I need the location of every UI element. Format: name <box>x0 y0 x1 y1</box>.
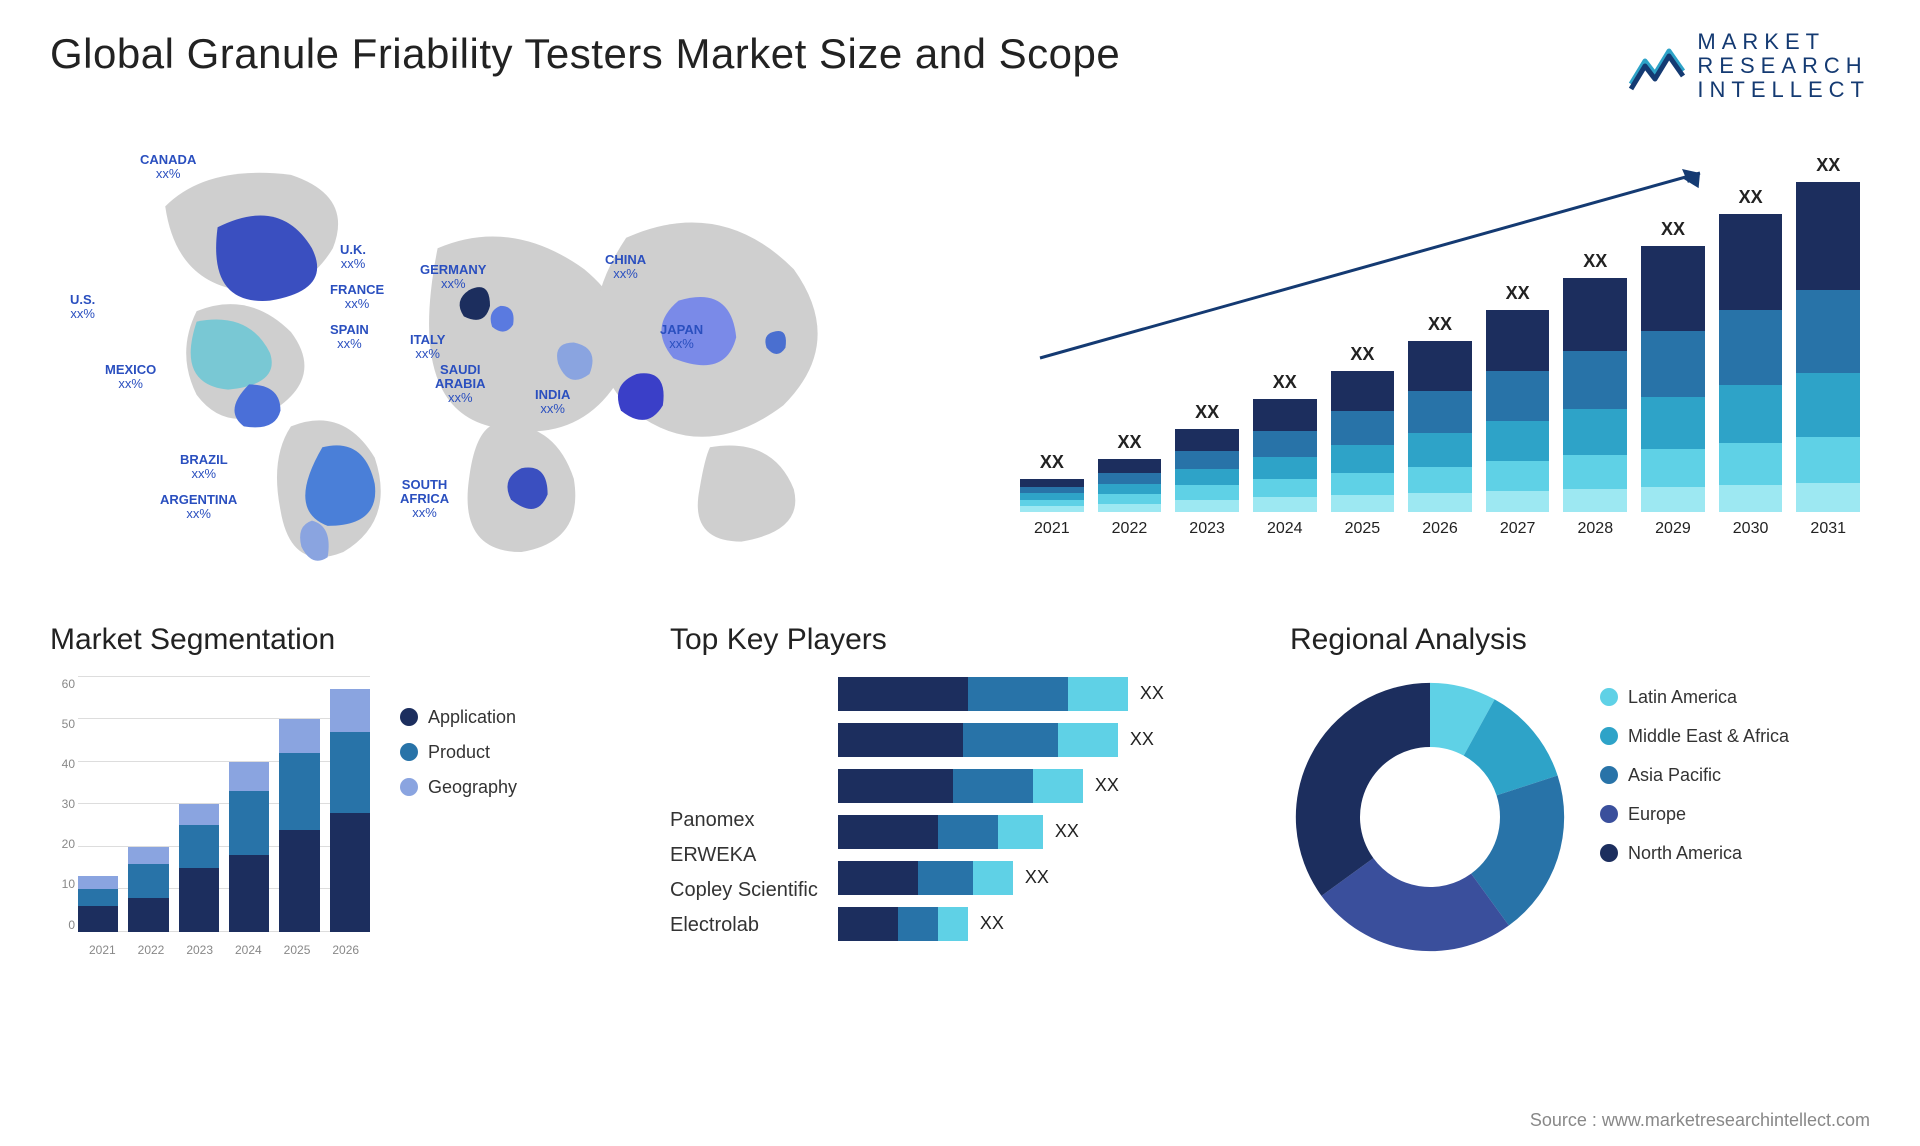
map-label-argentina: ARGENTINAxx% <box>160 493 237 522</box>
growth-bar-2025: XX 2025 <box>1331 344 1395 538</box>
map-label-japan: JAPANxx% <box>660 323 703 352</box>
player-value: XX <box>1130 729 1154 750</box>
donut-slice-4 <box>1296 682 1430 895</box>
segmentation-panel: Market Segmentation 0102030405060 202120… <box>50 623 630 957</box>
bar-value-label: XX <box>1428 314 1452 335</box>
players-title: Top Key Players <box>670 623 1250 657</box>
bar-value-label: XX <box>1739 187 1763 208</box>
player-name: Electrolab <box>670 914 818 937</box>
player-name: ERWEKA <box>670 844 818 867</box>
segmentation-chart: 0102030405060 202120222023202420252026 <box>50 677 370 957</box>
map-label-mexico: MEXICOxx% <box>105 363 156 392</box>
bar-year-label: 2030 <box>1733 520 1769 538</box>
bar-year-label: 2022 <box>1112 520 1148 538</box>
page-title: Global Granule Friability Testers Market… <box>50 30 1120 78</box>
player-bar-row: XX <box>838 907 1250 941</box>
player-bar-row: XX <box>838 815 1250 849</box>
regional-donut <box>1290 677 1570 957</box>
map-label-germany: GERMANYxx% <box>420 263 486 292</box>
bar-year-label: 2026 <box>1422 520 1458 538</box>
seg-bar-2021 <box>78 876 118 931</box>
growth-bar-chart: XX 2021 XX 2022 XX 2023 XX 2024 XX 2025 XX 2026 XX 20… <box>990 133 1870 573</box>
logo-line-3: INTELLECT <box>1697 78 1870 102</box>
player-value: XX <box>1055 821 1079 842</box>
player-name: Panomex <box>670 809 818 832</box>
map-label-france: FRANCExx% <box>330 283 384 312</box>
map-label-canada: CANADAxx% <box>140 153 196 182</box>
growth-bar-2027: XX 2027 <box>1486 283 1550 537</box>
bar-value-label: XX <box>1195 402 1219 423</box>
bar-value-label: XX <box>1117 432 1141 453</box>
seg-bar-2024 <box>229 762 269 932</box>
bar-year-label: 2031 <box>1810 520 1846 538</box>
seg-legend-product: Product <box>400 742 517 763</box>
source-attribution: Source : www.marketresearchintellect.com <box>1530 1110 1870 1131</box>
bar-value-label: XX <box>1350 344 1374 365</box>
bar-year-label: 2023 <box>1189 520 1225 538</box>
growth-bar-2030: XX 2030 <box>1719 187 1783 538</box>
bar-value-label: XX <box>1506 283 1530 304</box>
players-panel: Top Key Players Panomex ERWEKA Copley Scie… <box>670 623 1250 957</box>
bar-value-label: XX <box>1273 372 1297 393</box>
bar-year-label: 2027 <box>1500 520 1536 538</box>
growth-bar-2031: XX 2031 <box>1796 155 1860 538</box>
growth-bar-2028: XX 2028 <box>1563 251 1627 537</box>
bar-value-label: XX <box>1661 219 1685 240</box>
map-label-italy: ITALYxx% <box>410 333 445 362</box>
player-value: XX <box>980 913 1004 934</box>
map-label-india: INDIAxx% <box>535 388 570 417</box>
map-label-southafrica: SOUTHAFRICAxx% <box>400 478 449 521</box>
regional-panel: Regional Analysis Latin America Middle Ea… <box>1290 623 1870 957</box>
region-legend-middle-east---africa: Middle East & Africa <box>1600 726 1789 747</box>
player-value: XX <box>1025 867 1049 888</box>
player-bar-row: XX <box>838 861 1250 895</box>
logo-line-2: RESEARCH <box>1697 54 1870 78</box>
map-label-uk: U.K.xx% <box>340 243 366 272</box>
bar-year-label: 2021 <box>1034 520 1070 538</box>
regional-title: Regional Analysis <box>1290 623 1870 657</box>
world-map: CANADAxx% U.S.xx% MEXICOxx% BRAZILxx% ARGENT… <box>50 133 930 573</box>
bar-year-label: 2028 <box>1578 520 1614 538</box>
seg-bar-2022 <box>128 847 168 932</box>
seg-legend-geography: Geography <box>400 777 517 798</box>
growth-bar-2021: XX 2021 <box>1020 452 1084 537</box>
player-bar-row: XX <box>838 677 1250 711</box>
player-bar-row: XX <box>838 769 1250 803</box>
player-bar-row: XX <box>838 723 1250 757</box>
bar-year-label: 2029 <box>1655 520 1691 538</box>
growth-bar-2029: XX 2029 <box>1641 219 1705 538</box>
region-legend-latin-america: Latin America <box>1600 687 1789 708</box>
map-label-spain: SPAINxx% <box>330 323 369 352</box>
seg-legend-application: Application <box>400 707 517 728</box>
map-label-brazil: BRAZILxx% <box>180 453 228 482</box>
bar-value-label: XX <box>1816 155 1840 176</box>
seg-bar-2026 <box>330 689 370 931</box>
segmentation-title: Market Segmentation <box>50 623 630 657</box>
bar-value-label: XX <box>1040 452 1064 473</box>
growth-bar-2023: XX 2023 <box>1175 402 1239 538</box>
growth-bar-2024: XX 2024 <box>1253 372 1317 538</box>
bar-year-label: 2024 <box>1267 520 1303 538</box>
player-value: XX <box>1095 775 1119 796</box>
region-legend-europe: Europe <box>1600 804 1789 825</box>
player-name: Copley Scientific <box>670 879 818 902</box>
seg-bar-2023 <box>179 804 219 932</box>
player-value: XX <box>1140 683 1164 704</box>
map-label-china: CHINAxx% <box>605 253 646 282</box>
bar-year-label: 2025 <box>1345 520 1381 538</box>
seg-bar-2025 <box>279 719 319 932</box>
logo-line-1: MARKET <box>1697 30 1870 54</box>
region-legend-asia-pacific: Asia Pacific <box>1600 765 1789 786</box>
map-label-us: U.S.xx% <box>70 293 95 322</box>
brand-logo: MARKET RESEARCH INTELLECT <box>1627 30 1870 103</box>
growth-bar-2022: XX 2022 <box>1098 432 1162 537</box>
bar-value-label: XX <box>1583 251 1607 272</box>
map-label-saudiarabia: SAUDIARABIAxx% <box>435 363 486 406</box>
growth-bar-2026: XX 2026 <box>1408 314 1472 538</box>
region-legend-north-america: North America <box>1600 843 1789 864</box>
